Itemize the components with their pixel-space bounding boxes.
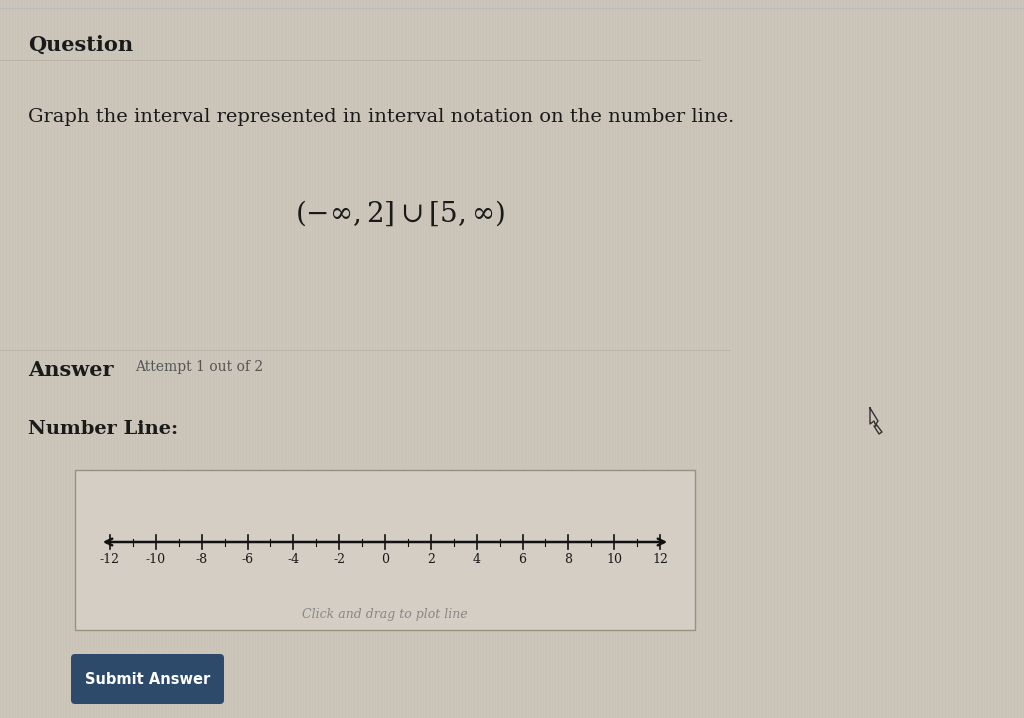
FancyBboxPatch shape: [75, 470, 695, 630]
Text: -4: -4: [288, 553, 299, 566]
Text: Graph the interval represented in interval notation on the number line.: Graph the interval represented in interv…: [28, 108, 734, 126]
Text: 12: 12: [652, 553, 668, 566]
Text: 4: 4: [473, 553, 480, 566]
Text: 8: 8: [564, 553, 572, 566]
Text: Submit Answer: Submit Answer: [85, 671, 210, 686]
Text: 2: 2: [427, 553, 435, 566]
FancyBboxPatch shape: [71, 654, 224, 704]
Text: -6: -6: [242, 553, 254, 566]
Text: Number Line:: Number Line:: [28, 420, 178, 438]
Text: -12: -12: [100, 553, 120, 566]
Text: Click and drag to plot line: Click and drag to plot line: [302, 608, 468, 621]
Text: -8: -8: [196, 553, 208, 566]
Text: Attempt 1 out of 2: Attempt 1 out of 2: [135, 360, 263, 374]
Text: Question: Question: [28, 35, 133, 55]
Text: -10: -10: [145, 553, 166, 566]
Text: 6: 6: [518, 553, 526, 566]
Text: Answer: Answer: [28, 360, 114, 380]
Text: 0: 0: [381, 553, 389, 566]
Text: $(-\infty, 2] \cup [5, \infty)$: $(-\infty, 2] \cup [5, \infty)$: [295, 198, 505, 228]
Text: -2: -2: [333, 553, 345, 566]
Text: 10: 10: [606, 553, 623, 566]
